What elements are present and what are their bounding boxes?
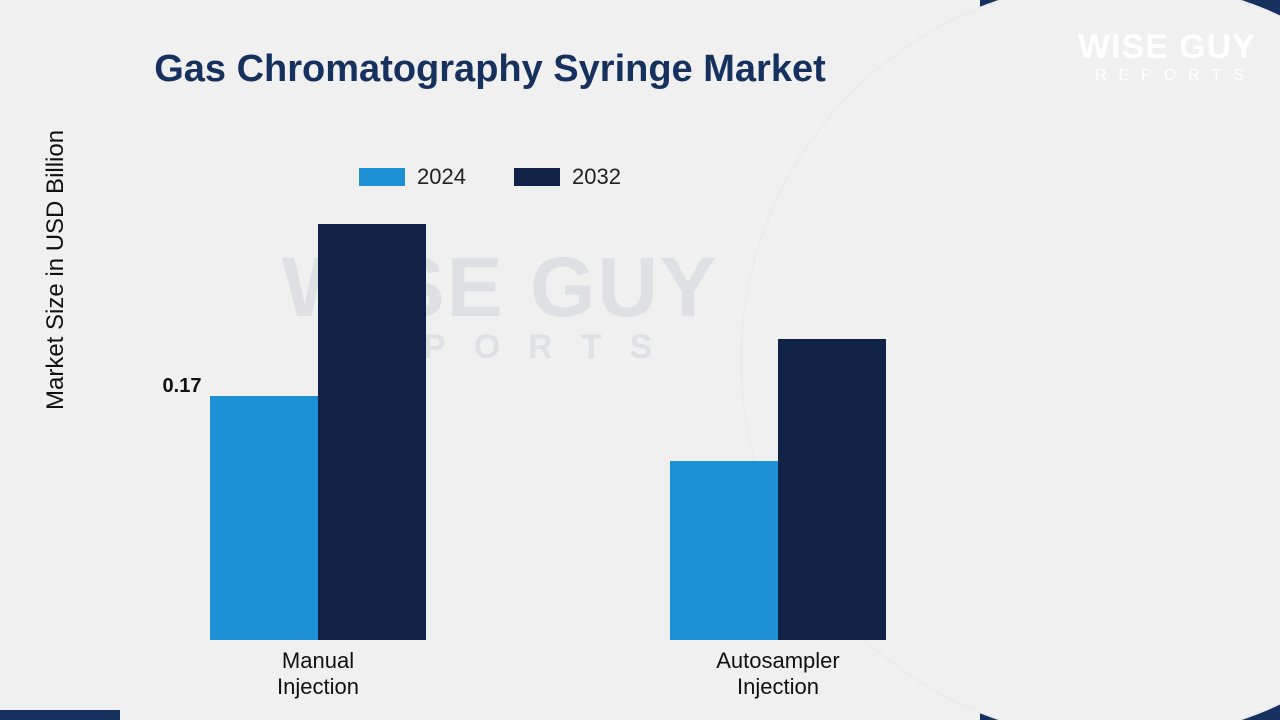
brand-logo-line1: WISE GUY [1078,28,1256,67]
chart-title: Gas Chromatography Syringe Market [0,48,980,91]
brand-logo-line2: REPORTS [1078,67,1256,85]
x-label-autosampler-line2: Injection [737,674,819,699]
legend-swatch-2032 [514,168,560,186]
brand-logo: WISE GUY REPORTS [1078,28,1256,85]
legend: 2024 2032 [0,164,980,190]
y-axis-label: Market Size in USD Billion [42,130,70,410]
x-label-manual: Manual Injection [208,640,428,700]
legend-item-2032: 2032 [514,164,621,190]
chart-stage: Gas Chromatography Syringe Market WISE G… [0,0,1280,720]
bar-autosampler-2024 [670,461,778,640]
value-label-manual-2024: 0.17 [154,375,210,398]
legend-item-2024: 2024 [359,164,466,190]
x-label-manual-line2: Injection [277,674,359,699]
bar-manual-2032 [318,224,426,640]
bar-autosampler-2032 [778,339,886,640]
bar-group-autosampler: Autosampler Injection [670,210,886,640]
legend-label-2024: 2024 [417,164,466,190]
decorative-bottom-bar [0,710,120,720]
legend-label-2032: 2032 [572,164,621,190]
plot-area: 0.17 Manual Injection Autosampler Inject… [110,210,950,640]
bar-manual-2024 [210,396,318,640]
legend-swatch-2024 [359,168,405,186]
x-label-autosampler-line1: Autosampler [716,648,840,673]
bar-group-manual: 0.17 Manual Injection [210,210,426,640]
x-label-autosampler: Autosampler Injection [668,640,888,700]
x-label-manual-line1: Manual [282,648,354,673]
